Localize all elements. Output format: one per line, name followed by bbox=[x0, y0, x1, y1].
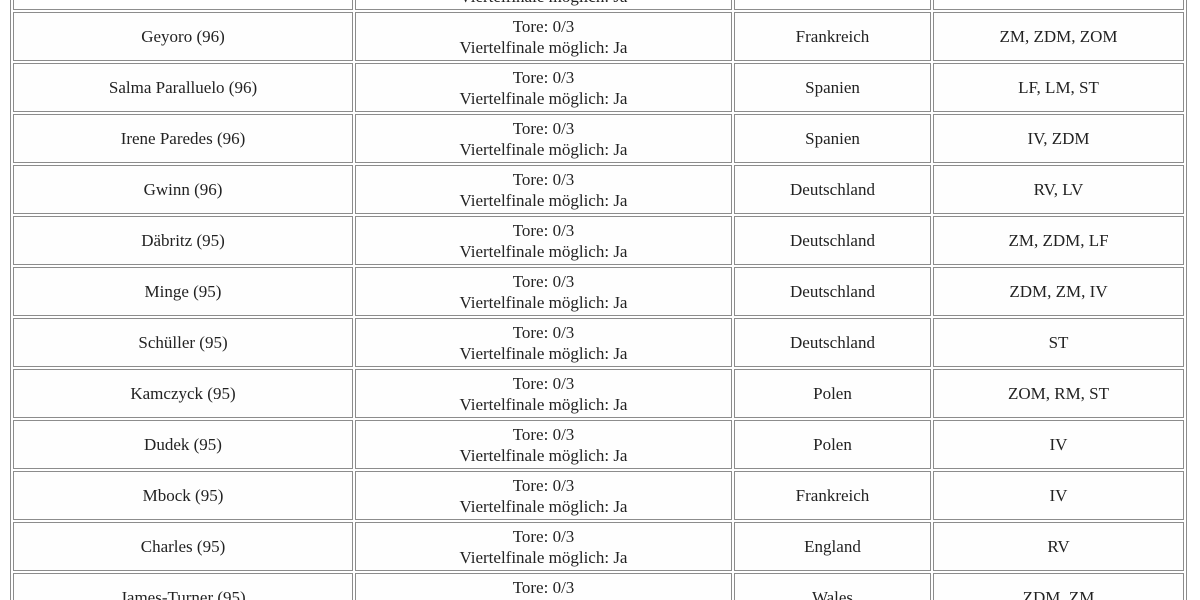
country-cell: Deutschland bbox=[734, 267, 931, 316]
country-cell: Frankreich bbox=[734, 471, 931, 520]
player-name-cell: Mbock (95) bbox=[13, 471, 353, 520]
viertelfinale-line: Viertelfinale möglich: Ja bbox=[459, 394, 628, 414]
tore-cell: Tore: 0/3 Viertelfinale möglich: Ja bbox=[355, 216, 732, 265]
tore-cell: Tore: 0/3 Viertelfinale möglich: Ja bbox=[355, 63, 732, 112]
player-name-cell: Irene Paredes (96) bbox=[13, 114, 353, 163]
country-cell: Polen bbox=[734, 420, 931, 469]
positions-cell: RV, LV bbox=[933, 165, 1184, 214]
tore-line: Tore: 0/3 bbox=[512, 169, 575, 189]
table-row: Däbritz (95) Tore: 0/3 Viertelfinale mög… bbox=[13, 216, 1184, 265]
country-cell: Deutschland bbox=[734, 165, 931, 214]
tore-cell: Tore: 0/3 Viertelfinale möglich: Ja bbox=[355, 522, 732, 571]
viertelfinale-line: Viertelfinale möglich: Ja bbox=[459, 292, 628, 312]
tore-cell: Tore: 0/3 Viertelfinale möglich: Ja bbox=[355, 267, 732, 316]
positions-cell: ZDM, ZM bbox=[933, 573, 1184, 600]
positions-cell: ZM, ZDM, LF bbox=[933, 216, 1184, 265]
table-row: Schüller (95) Tore: 0/3 Viertelfinale mö… bbox=[13, 318, 1184, 367]
positions-cell: ZOM, RM, ST bbox=[933, 369, 1184, 418]
tore-line: Tore: 0/3 bbox=[512, 118, 575, 138]
players-table-body: Tore: 0/3 Viertelfinale möglich: Ja Geyo… bbox=[13, 0, 1184, 600]
country-cell bbox=[734, 0, 931, 10]
viertelfinale-line: Viertelfinale möglich: Ja bbox=[459, 88, 628, 108]
player-name-cell: Kamczyck (95) bbox=[13, 369, 353, 418]
player-name-cell: Minge (95) bbox=[13, 267, 353, 316]
country-cell: Frankreich bbox=[734, 12, 931, 61]
viertelfinale-line: Viertelfinale möglich: Ja bbox=[459, 139, 628, 159]
player-name-cell: Däbritz (95) bbox=[13, 216, 353, 265]
table-row: Charles (95) Tore: 0/3 Viertelfinale mög… bbox=[13, 522, 1184, 571]
country-cell: Spanien bbox=[734, 63, 931, 112]
player-name-cell: Geyoro (96) bbox=[13, 12, 353, 61]
viertelfinale-line: Viertelfinale möglich: Ja bbox=[360, 598, 727, 600]
table-row: Irene Paredes (96) Tore: 0/3 Viertelfina… bbox=[13, 114, 1184, 163]
viertelfinale-line: Viertelfinale möglich: Ja bbox=[360, 0, 727, 7]
country-cell: Deutschland bbox=[734, 216, 931, 265]
tore-cell: Tore: 0/3 Viertelfinale möglich: Ja bbox=[355, 0, 732, 10]
player-name-cell: Charles (95) bbox=[13, 522, 353, 571]
viertelfinale-line: Viertelfinale möglich: Ja bbox=[459, 343, 628, 363]
table-row: Minge (95) Tore: 0/3 Viertelfinale mögli… bbox=[13, 267, 1184, 316]
viertelfinale-line: Viertelfinale möglich: Ja bbox=[459, 496, 628, 516]
positions-cell: IV bbox=[933, 471, 1184, 520]
country-cell: Polen bbox=[734, 369, 931, 418]
table-row: Tore: 0/3 Viertelfinale möglich: Ja bbox=[13, 0, 1184, 10]
players-table: Tore: 0/3 Viertelfinale möglich: Ja Geyo… bbox=[10, 0, 1187, 600]
viertelfinale-line: Viertelfinale möglich: Ja bbox=[459, 190, 628, 210]
positions-cell: IV, ZDM bbox=[933, 114, 1184, 163]
table-row: Geyoro (96) Tore: 0/3 Viertelfinale mögl… bbox=[13, 12, 1184, 61]
country-cell: England bbox=[734, 522, 931, 571]
player-name-cell: Gwinn (96) bbox=[13, 165, 353, 214]
tore-line: Tore: 0/3 bbox=[512, 220, 575, 240]
positions-cell: LF, LM, ST bbox=[933, 63, 1184, 112]
viertelfinale-line: Viertelfinale möglich: Ja bbox=[459, 547, 628, 567]
tore-cell: Tore: 0/3 Viertelfinale möglich: Ja bbox=[355, 573, 732, 600]
table-row: Mbock (95) Tore: 0/3 Viertelfinale mögli… bbox=[13, 471, 1184, 520]
tore-cell: Tore: 0/3 Viertelfinale möglich: Ja bbox=[355, 471, 732, 520]
player-name-cell: Dudek (95) bbox=[13, 420, 353, 469]
tore-cell: Tore: 0/3 Viertelfinale möglich: Ja bbox=[355, 12, 732, 61]
positions-cell bbox=[933, 0, 1184, 10]
positions-cell: IV bbox=[933, 420, 1184, 469]
positions-cell: ZM, ZDM, ZOM bbox=[933, 12, 1184, 61]
positions-cell: ZDM, ZM, IV bbox=[933, 267, 1184, 316]
table-row: Kamczyck (95) Tore: 0/3 Viertelfinale mö… bbox=[13, 369, 1184, 418]
tore-cell: Tore: 0/3 Viertelfinale möglich: Ja bbox=[355, 369, 732, 418]
tore-cell: Tore: 0/3 Viertelfinale möglich: Ja bbox=[355, 318, 732, 367]
tore-line: Tore: 0/3 bbox=[512, 16, 575, 36]
tore-line: Tore: 0/3 bbox=[512, 526, 575, 546]
table-row: Gwinn (96) Tore: 0/3 Viertelfinale mögli… bbox=[13, 165, 1184, 214]
country-cell: Wales bbox=[734, 573, 931, 600]
country-cell: Deutschland bbox=[734, 318, 931, 367]
country-cell: Spanien bbox=[734, 114, 931, 163]
tore-cell: Tore: 0/3 Viertelfinale möglich: Ja bbox=[355, 114, 732, 163]
player-name-cell: Salma Paralluelo (96) bbox=[13, 63, 353, 112]
table-row: Salma Paralluelo (96) Tore: 0/3 Viertelf… bbox=[13, 63, 1184, 112]
table-row: Dudek (95) Tore: 0/3 Viertelfinale mögli… bbox=[13, 420, 1184, 469]
tore-line: Tore: 0/3 bbox=[512, 373, 575, 393]
tore-line: Tore: 0/3 bbox=[512, 67, 575, 87]
tore-line: Tore: 0/3 bbox=[512, 577, 575, 597]
tore-line: Tore: 0/3 bbox=[512, 475, 575, 495]
player-name-cell: Schüller (95) bbox=[13, 318, 353, 367]
viertelfinale-line: Viertelfinale möglich: Ja bbox=[459, 37, 628, 57]
player-name-cell: James-Turner (95) bbox=[13, 573, 353, 600]
tore-line: Tore: 0/3 bbox=[512, 271, 575, 291]
tore-cell: Tore: 0/3 Viertelfinale möglich: Ja bbox=[355, 165, 732, 214]
positions-cell: RV bbox=[933, 522, 1184, 571]
viertelfinale-line: Viertelfinale möglich: Ja bbox=[459, 445, 628, 465]
viertelfinale-line: Viertelfinale möglich: Ja bbox=[459, 241, 628, 261]
tore-cell: Tore: 0/3 Viertelfinale möglich: Ja bbox=[355, 420, 732, 469]
positions-cell: ST bbox=[933, 318, 1184, 367]
tore-line: Tore: 0/3 bbox=[512, 424, 575, 444]
player-name-cell bbox=[13, 0, 353, 10]
tore-line: Tore: 0/3 bbox=[512, 322, 575, 342]
table-row: James-Turner (95) Tore: 0/3 Viertelfinal… bbox=[13, 573, 1184, 600]
